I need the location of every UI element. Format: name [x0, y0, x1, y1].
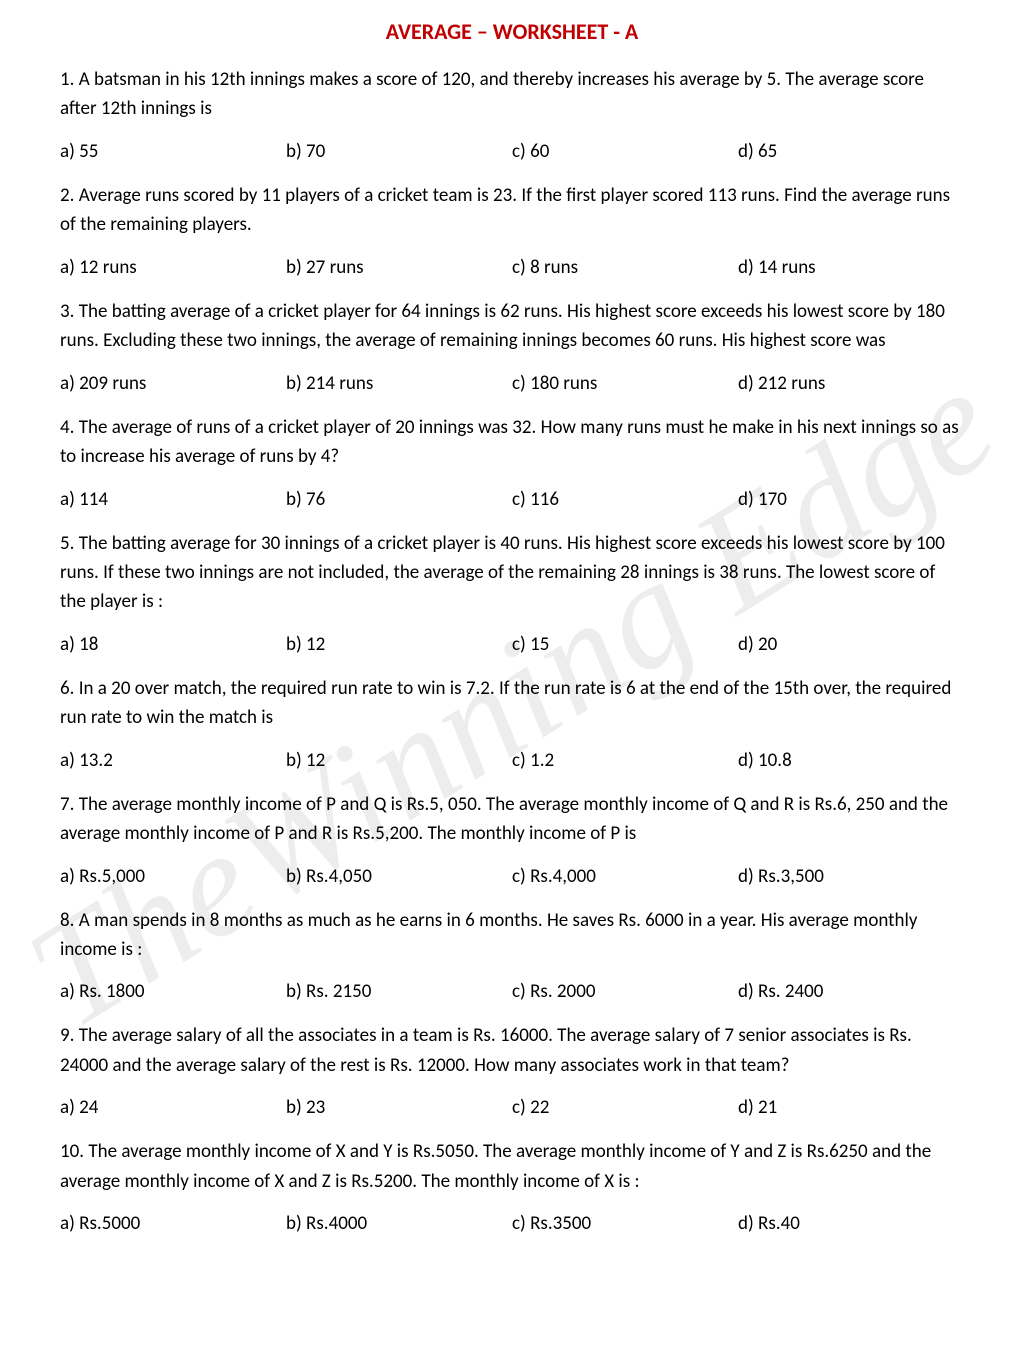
page-title: AVERAGE – WORKSHEET - A: [60, 18, 964, 45]
option-c: c) 8 runs: [512, 256, 738, 279]
options-row: a) Rs.5,000b) Rs.4,050c) Rs.4,000d) Rs.3…: [60, 865, 964, 888]
option-b: b) 23: [286, 1096, 512, 1119]
option-b: b) 214 runs: [286, 372, 512, 395]
options-row: a) 12 runsb) 27 runsc) 8 runsd) 14 runs: [60, 256, 964, 279]
option-d: d) Rs. 2400: [738, 980, 964, 1003]
options-row: a) 55b) 70c) 60d) 65: [60, 140, 964, 163]
question-text: 3. The batting average of a cricket play…: [60, 297, 964, 356]
option-c: c) 180 runs: [512, 372, 738, 395]
option-b: b) 12: [286, 749, 512, 772]
option-b: b) 76: [286, 488, 512, 511]
option-a: a) 13.2: [60, 749, 286, 772]
options-row: a) 24b) 23c) 22d) 21: [60, 1096, 964, 1119]
question-text: 10. The average monthly income of X and …: [60, 1137, 964, 1196]
option-a: a) 114: [60, 488, 286, 511]
options-row: a) 13.2b) 12c) 1.2d) 10.8: [60, 749, 964, 772]
option-c: c) Rs.3500: [512, 1212, 738, 1235]
option-a: a) Rs.5,000: [60, 865, 286, 888]
options-row: a) 209 runsb) 214 runsc) 180 runsd) 212 …: [60, 372, 964, 395]
option-c: c) 15: [512, 633, 738, 656]
options-row: a) Rs.5000b) Rs.4000c) Rs.3500d) Rs.40: [60, 1212, 964, 1235]
option-a: a) 12 runs: [60, 256, 286, 279]
option-d: d) 212 runs: [738, 372, 964, 395]
options-row: a) Rs. 1800b) Rs. 2150c) Rs. 2000d) Rs. …: [60, 980, 964, 1003]
option-b: b) Rs.4000: [286, 1212, 512, 1235]
option-a: a) 209 runs: [60, 372, 286, 395]
option-d: d) Rs.40: [738, 1212, 964, 1235]
option-c: c) 22: [512, 1096, 738, 1119]
worksheet-page: TheWinning Edge AVERAGE – WORKSHEET - A …: [0, 0, 1024, 1293]
option-d: d) 170: [738, 488, 964, 511]
option-a: a) Rs.5000: [60, 1212, 286, 1235]
option-a: a) 55: [60, 140, 286, 163]
question-text: 1. A batsman in his 12th innings makes a…: [60, 65, 964, 124]
option-c: c) Rs. 2000: [512, 980, 738, 1003]
option-a: a) 24: [60, 1096, 286, 1119]
option-d: d) Rs.3,500: [738, 865, 964, 888]
option-d: d) 21: [738, 1096, 964, 1119]
options-row: a) 18b) 12c) 15d) 20: [60, 633, 964, 656]
option-b: b) 27 runs: [286, 256, 512, 279]
question-text: 7. The average monthly income of P and Q…: [60, 790, 964, 849]
options-row: a) 114b) 76c) 116d) 170: [60, 488, 964, 511]
option-a: a) Rs. 1800: [60, 980, 286, 1003]
question-text: 9. The average salary of all the associa…: [60, 1021, 964, 1080]
question-text: 2. Average runs scored by 11 players of …: [60, 181, 964, 240]
option-d: d) 10.8: [738, 749, 964, 772]
option-b: b) Rs.4,050: [286, 865, 512, 888]
option-c: c) Rs.4,000: [512, 865, 738, 888]
option-d: d) 14 runs: [738, 256, 964, 279]
question-text: 4. The average of runs of a cricket play…: [60, 413, 964, 472]
option-b: b) Rs. 2150: [286, 980, 512, 1003]
option-b: b) 12: [286, 633, 512, 656]
question-text: 6. In a 20 over match, the required run …: [60, 674, 964, 733]
option-a: a) 18: [60, 633, 286, 656]
option-c: c) 116: [512, 488, 738, 511]
option-b: b) 70: [286, 140, 512, 163]
option-d: d) 65: [738, 140, 964, 163]
questions-container: 1. A batsman in his 12th innings makes a…: [60, 65, 964, 1235]
option-c: c) 60: [512, 140, 738, 163]
question-text: 5. The batting average for 30 innings of…: [60, 529, 964, 617]
question-text: 8. A man spends in 8 months as much as h…: [60, 906, 964, 965]
option-d: d) 20: [738, 633, 964, 656]
option-c: c) 1.2: [512, 749, 738, 772]
